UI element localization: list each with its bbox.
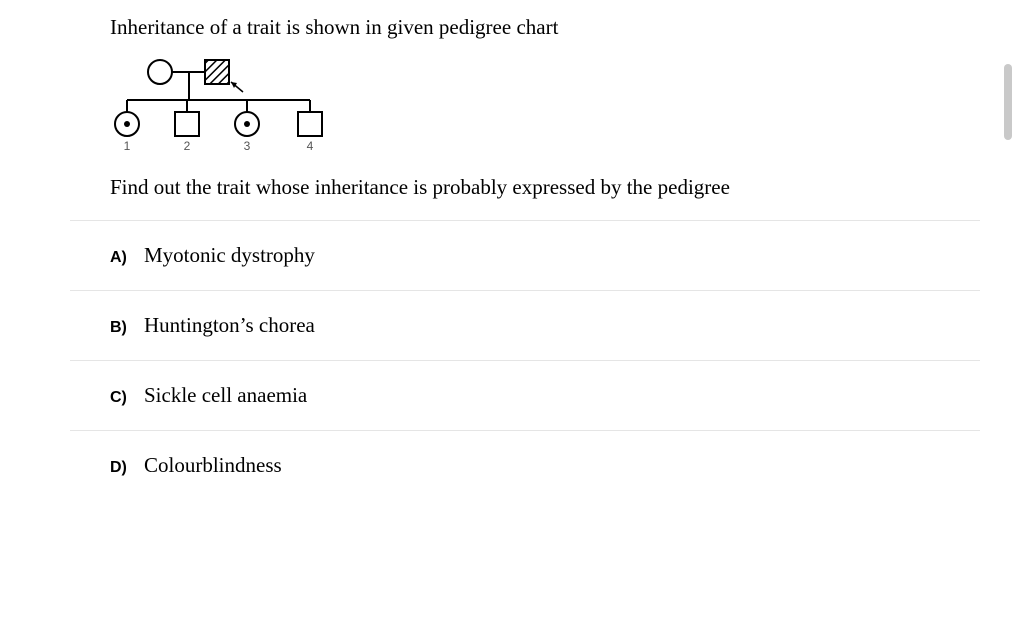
option-b-text: Huntington’s chorea: [144, 313, 315, 338]
child-2: [175, 112, 199, 136]
option-a-label: A): [110, 249, 144, 267]
parent-female: [148, 60, 172, 84]
child-2-label: 2: [184, 139, 191, 153]
option-c-label: C): [110, 389, 144, 407]
child-3-label: 3: [244, 139, 251, 153]
child-4: [298, 112, 322, 136]
child-1-carrier-dot: [124, 121, 130, 127]
child-4-label: 4: [307, 139, 314, 153]
question-intro: Inheritance of a trait is shown in given…: [110, 15, 980, 40]
option-d-text: Colourblindness: [144, 453, 282, 478]
child-3-carrier-dot: [244, 121, 250, 127]
pedigree-chart: 1 2 3 4: [105, 52, 355, 162]
option-d[interactable]: D) Colourblindness: [70, 430, 980, 500]
option-b[interactable]: B) Huntington’s chorea: [70, 290, 980, 360]
option-c[interactable]: C) Sickle cell anaemia: [70, 360, 980, 430]
option-c-text: Sickle cell anaemia: [144, 383, 307, 408]
option-b-label: B): [110, 319, 144, 337]
option-a[interactable]: A) Myotonic dystrophy: [70, 220, 980, 290]
options-list: A) Myotonic dystrophy B) Huntington’s ch…: [70, 220, 980, 500]
option-d-label: D): [110, 459, 144, 477]
question-block: Inheritance of a trait is shown in given…: [0, 0, 980, 500]
scrollbar-thumb[interactable]: [1004, 64, 1012, 140]
question-followup: Find out the trait whose inheritance is …: [110, 173, 980, 202]
option-a-text: Myotonic dystrophy: [144, 243, 315, 268]
child-1-label: 1: [124, 139, 131, 153]
parent-male: [205, 60, 229, 84]
